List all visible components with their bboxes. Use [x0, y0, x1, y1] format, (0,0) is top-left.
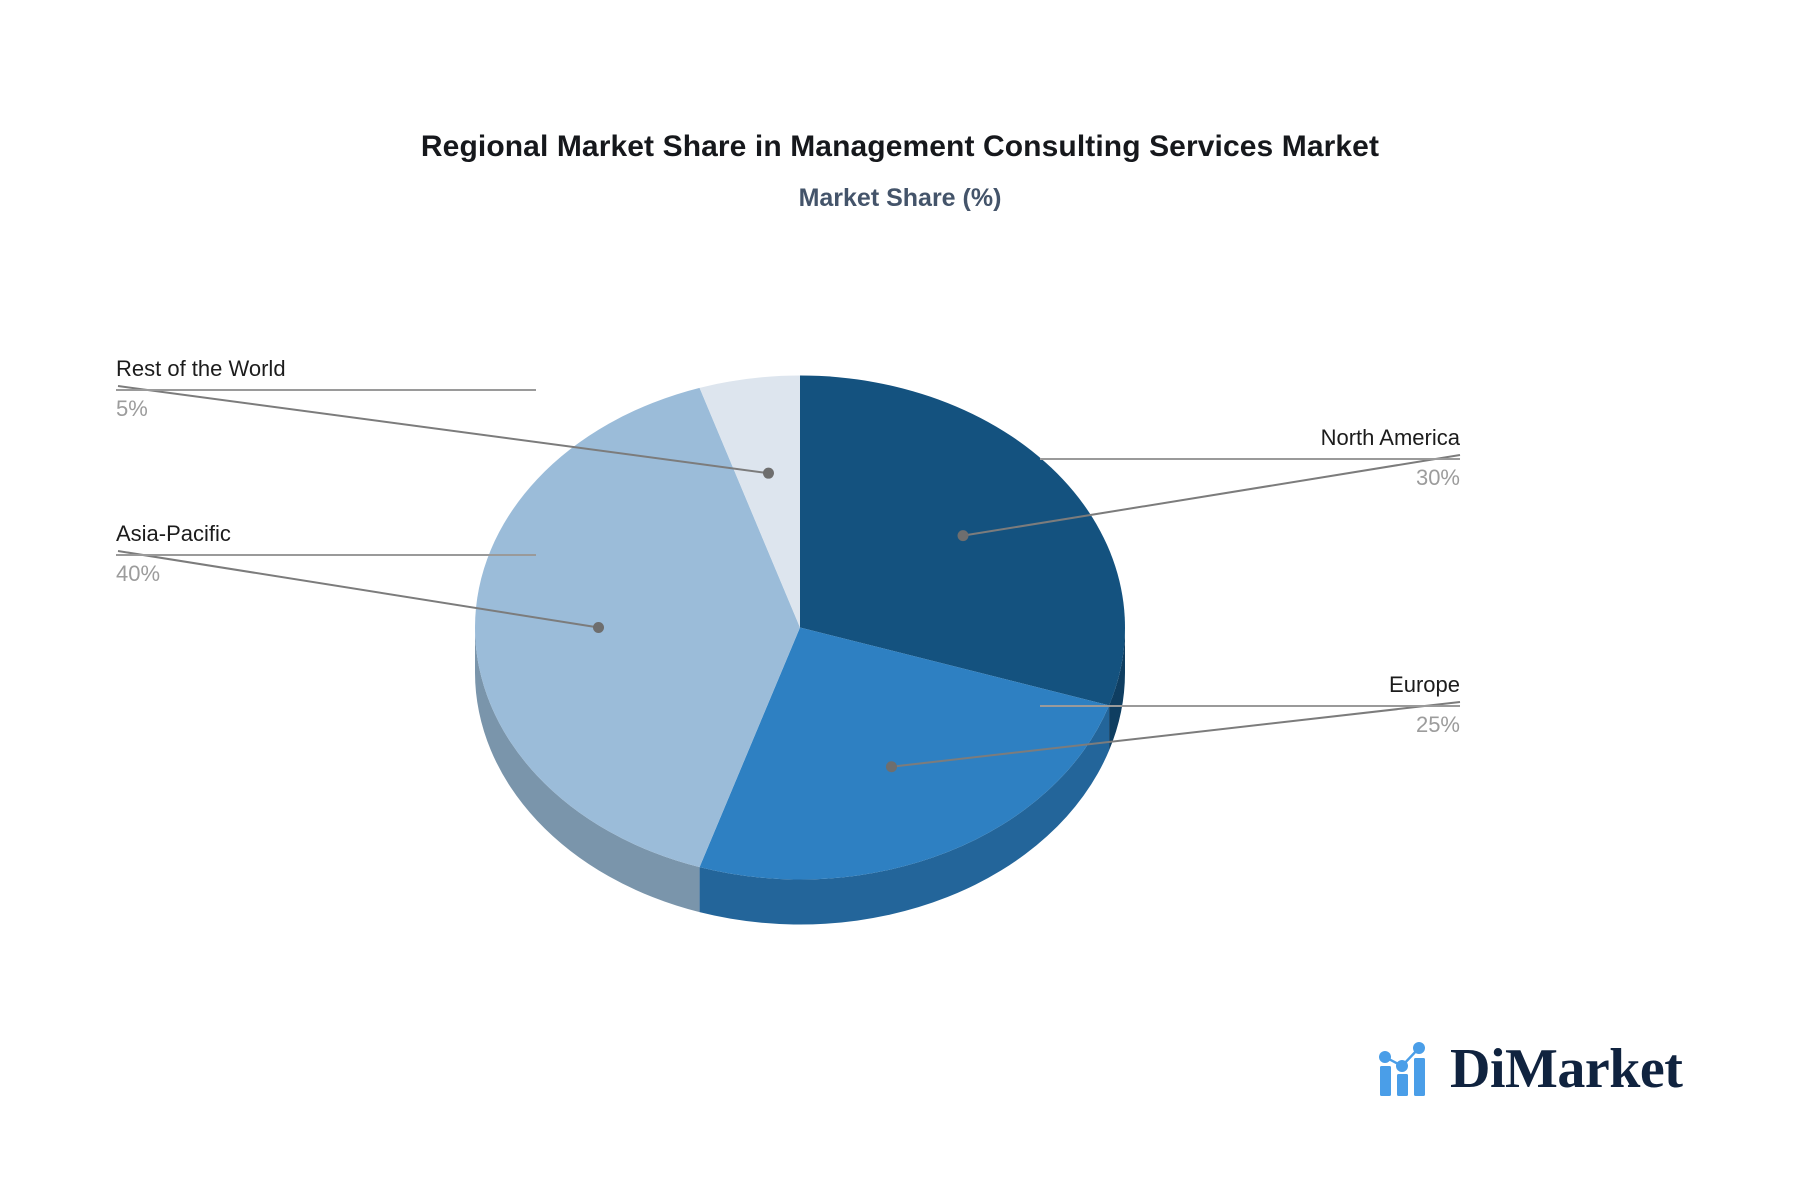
- callout-label-europe: Europe: [1389, 672, 1460, 697]
- leader-dot-asia-pacific: [593, 622, 604, 633]
- leader-line-north-america: [962, 454, 1461, 537]
- callout-europe[interactable]: Europe 25%: [1040, 671, 1460, 739]
- callout-label-north-america: North America: [1320, 425, 1460, 450]
- pie-slice-rest-of-the-world[interactable]: [699, 375, 800, 628]
- leader-lines-group: [117, 385, 1461, 768]
- callout-asia-pacific[interactable]: Asia-Pacific 40%: [116, 520, 536, 588]
- leader-dot-north-america: [957, 530, 969, 542]
- pie-slice-europe[interactable]: [699, 627, 1110, 880]
- brand-logo[interactable]: DiMarket: [1378, 1038, 1683, 1100]
- leader-line-europe: [891, 701, 1461, 768]
- leader-line-rest-of-the-world: [117, 385, 769, 475]
- callout-north-america[interactable]: North America 30%: [1040, 424, 1460, 492]
- pie-top-face-group: [474, 375, 1126, 880]
- callout-value-asia-pacific: 40%: [116, 561, 161, 586]
- callout-label-rest-of-the-world: Rest of the World: [116, 356, 286, 381]
- callout-rule: [116, 554, 536, 556]
- leader-dot-rest-of-the-world: [762, 467, 774, 479]
- leader-line-asia-pacific: [117, 550, 599, 629]
- pie-slice-side-asia-pacific: [475, 627, 700, 913]
- callout-rule: [1040, 705, 1460, 707]
- brand-logo-text: DiMarket: [1450, 1038, 1683, 1100]
- callout-rule: [1040, 458, 1460, 460]
- callout-value-europe: 25%: [1415, 712, 1460, 737]
- bar-chart-logo-icon: [1379, 1042, 1425, 1096]
- callout-value-north-america: 30%: [1415, 465, 1460, 490]
- callout-label-asia-pacific: Asia-Pacific: [116, 521, 231, 546]
- callout-rule: [116, 389, 536, 391]
- leader-dots-group: [593, 467, 969, 773]
- pie-slice-side-europe: [699, 705, 1110, 925]
- leader-dot-europe: [885, 761, 897, 773]
- pie-depth-group: [475, 627, 1125, 925]
- callout-rest-of-the-world[interactable]: Rest of the World 5%: [116, 355, 536, 423]
- callout-value-rest-of-the-world: 5%: [116, 396, 148, 421]
- pie-slice-side-north-america: [1109, 627, 1125, 751]
- pie-slice-asia-pacific[interactable]: [474, 387, 800, 868]
